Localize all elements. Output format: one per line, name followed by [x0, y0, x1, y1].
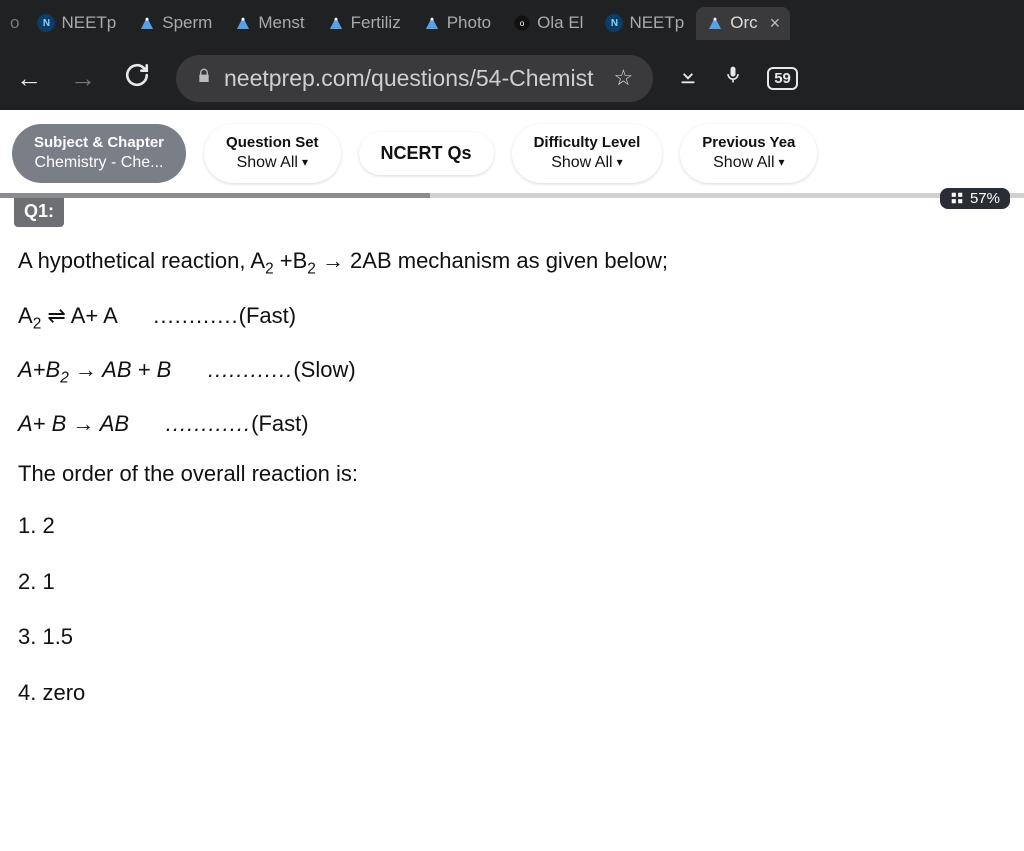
filter-chip[interactable]: Subject & ChapterChemistry - Che...	[12, 124, 186, 183]
mechanism-steps: A2 ⇌ A+ A ............(Fast) A+B2 → AB + …	[18, 300, 1006, 439]
filter-chip[interactable]: NCERT Qs	[359, 132, 494, 175]
favicon-icon	[423, 14, 441, 32]
tab-overflow-left: o	[4, 13, 25, 33]
tab-strip: oNNEETpSpermMenstFertilizPhotooOla ElNNE…	[0, 0, 1024, 46]
browser-tab[interactable]: Orc ×	[696, 7, 790, 40]
filter-scrollbar[interactable]	[0, 193, 1024, 198]
question-intro: A hypothetical reaction, A2 +B2 → 2AB me…	[18, 245, 1006, 281]
mechanism-step: A+ B → AB ............(Fast)	[18, 408, 1006, 440]
answer-option[interactable]: 4. zero	[18, 677, 1006, 709]
chevron-down-icon: ▾	[617, 155, 623, 170]
percent-correct-badge: 57%	[940, 188, 1010, 209]
mic-icon[interactable]	[723, 62, 743, 95]
tab-label: Menst	[258, 13, 304, 33]
mechanism-step: A2 ⇌ A+ A ............(Fast)	[18, 300, 1006, 336]
tab-label: Ola El	[537, 13, 583, 33]
favicon-icon: N	[605, 14, 623, 32]
svg-text:o: o	[520, 19, 525, 28]
question-header: Q1: 57%	[0, 198, 1024, 227]
close-icon[interactable]: ×	[770, 13, 781, 34]
favicon-icon	[327, 14, 345, 32]
chip-value: Show All ▾	[237, 153, 308, 173]
browser-tab[interactable]: Sperm	[128, 7, 222, 39]
favicon-icon	[138, 14, 156, 32]
reload-button[interactable]	[122, 62, 152, 95]
chip-label: NCERT Qs	[381, 142, 472, 165]
favicon-icon: o	[513, 14, 531, 32]
browser-tab[interactable]: Photo	[413, 7, 501, 39]
chevron-down-icon: ▾	[779, 155, 785, 170]
browser-tab[interactable]: N NEETp	[595, 7, 694, 39]
browser-chrome: oNNEETpSpermMenstFertilizPhotooOla ElNNE…	[0, 0, 1024, 110]
nav-bar: ← → neetprep.com/questions/54-Chemist ☆ …	[0, 46, 1024, 110]
chip-value: Chemistry - Che...	[35, 153, 164, 173]
chip-title: Previous Yea	[702, 134, 795, 153]
tab-label: NEETp	[629, 13, 684, 33]
answer-option[interactable]: 1. 2	[18, 510, 1006, 542]
answer-option[interactable]: 2. 1	[18, 566, 1006, 598]
bookmark-star-icon[interactable]: ☆	[613, 65, 633, 91]
url-text: neetprep.com/questions/54-Chemist	[224, 65, 593, 92]
tab-label: Photo	[447, 13, 491, 33]
chevron-down-icon: ▾	[302, 155, 308, 170]
filter-chip[interactable]: Previous YeaShow All ▾	[680, 124, 817, 183]
chip-value: Show All ▾	[713, 153, 784, 173]
answer-option[interactable]: 3. 1.5	[18, 621, 1006, 653]
browser-tab[interactable]: Menst	[224, 7, 314, 39]
tab-count-badge[interactable]: 59	[767, 67, 798, 90]
downloads-icon[interactable]	[677, 64, 699, 93]
address-bar[interactable]: neetprep.com/questions/54-Chemist ☆	[176, 55, 653, 102]
filter-chip[interactable]: Question SetShow All ▾	[204, 124, 341, 183]
chip-value: Show All ▾	[551, 153, 622, 173]
browser-tab[interactable]: Fertiliz	[317, 7, 411, 39]
mechanism-step: A+B2 → AB + B ............(Slow)	[18, 354, 1006, 390]
question-prompt: The order of the overall reaction is:	[18, 458, 1006, 490]
question-content: A hypothetical reaction, A2 +B2 → 2AB me…	[0, 227, 1024, 744]
scrollbar-thumb[interactable]	[0, 193, 430, 198]
tab-label: Sperm	[162, 13, 212, 33]
tab-label: Orc	[730, 13, 757, 33]
question-number-badge: Q1:	[14, 198, 64, 227]
favicon-icon	[234, 14, 252, 32]
answer-options: 1. 2 2. 1 3. 1.5 4. zero	[18, 510, 1006, 710]
browser-tab[interactable]: N NEETp	[27, 7, 126, 39]
chip-title: Difficulty Level	[534, 134, 641, 153]
chip-title: Subject & Chapter	[34, 134, 164, 153]
lock-icon	[196, 67, 212, 90]
favicon-icon: N	[37, 14, 55, 32]
filter-chip[interactable]: Difficulty LevelShow All ▾	[512, 124, 663, 183]
tab-label: NEETp	[61, 13, 116, 33]
browser-tab[interactable]: o Ola El	[503, 7, 593, 39]
forward-button[interactable]: →	[68, 63, 98, 94]
favicon-icon	[706, 14, 724, 32]
back-button[interactable]: ←	[14, 63, 44, 94]
chip-title: Question Set	[226, 134, 319, 153]
tab-label: Fertiliz	[351, 13, 401, 33]
filter-bar: Subject & ChapterChemistry - Che... Quest…	[0, 110, 1024, 193]
